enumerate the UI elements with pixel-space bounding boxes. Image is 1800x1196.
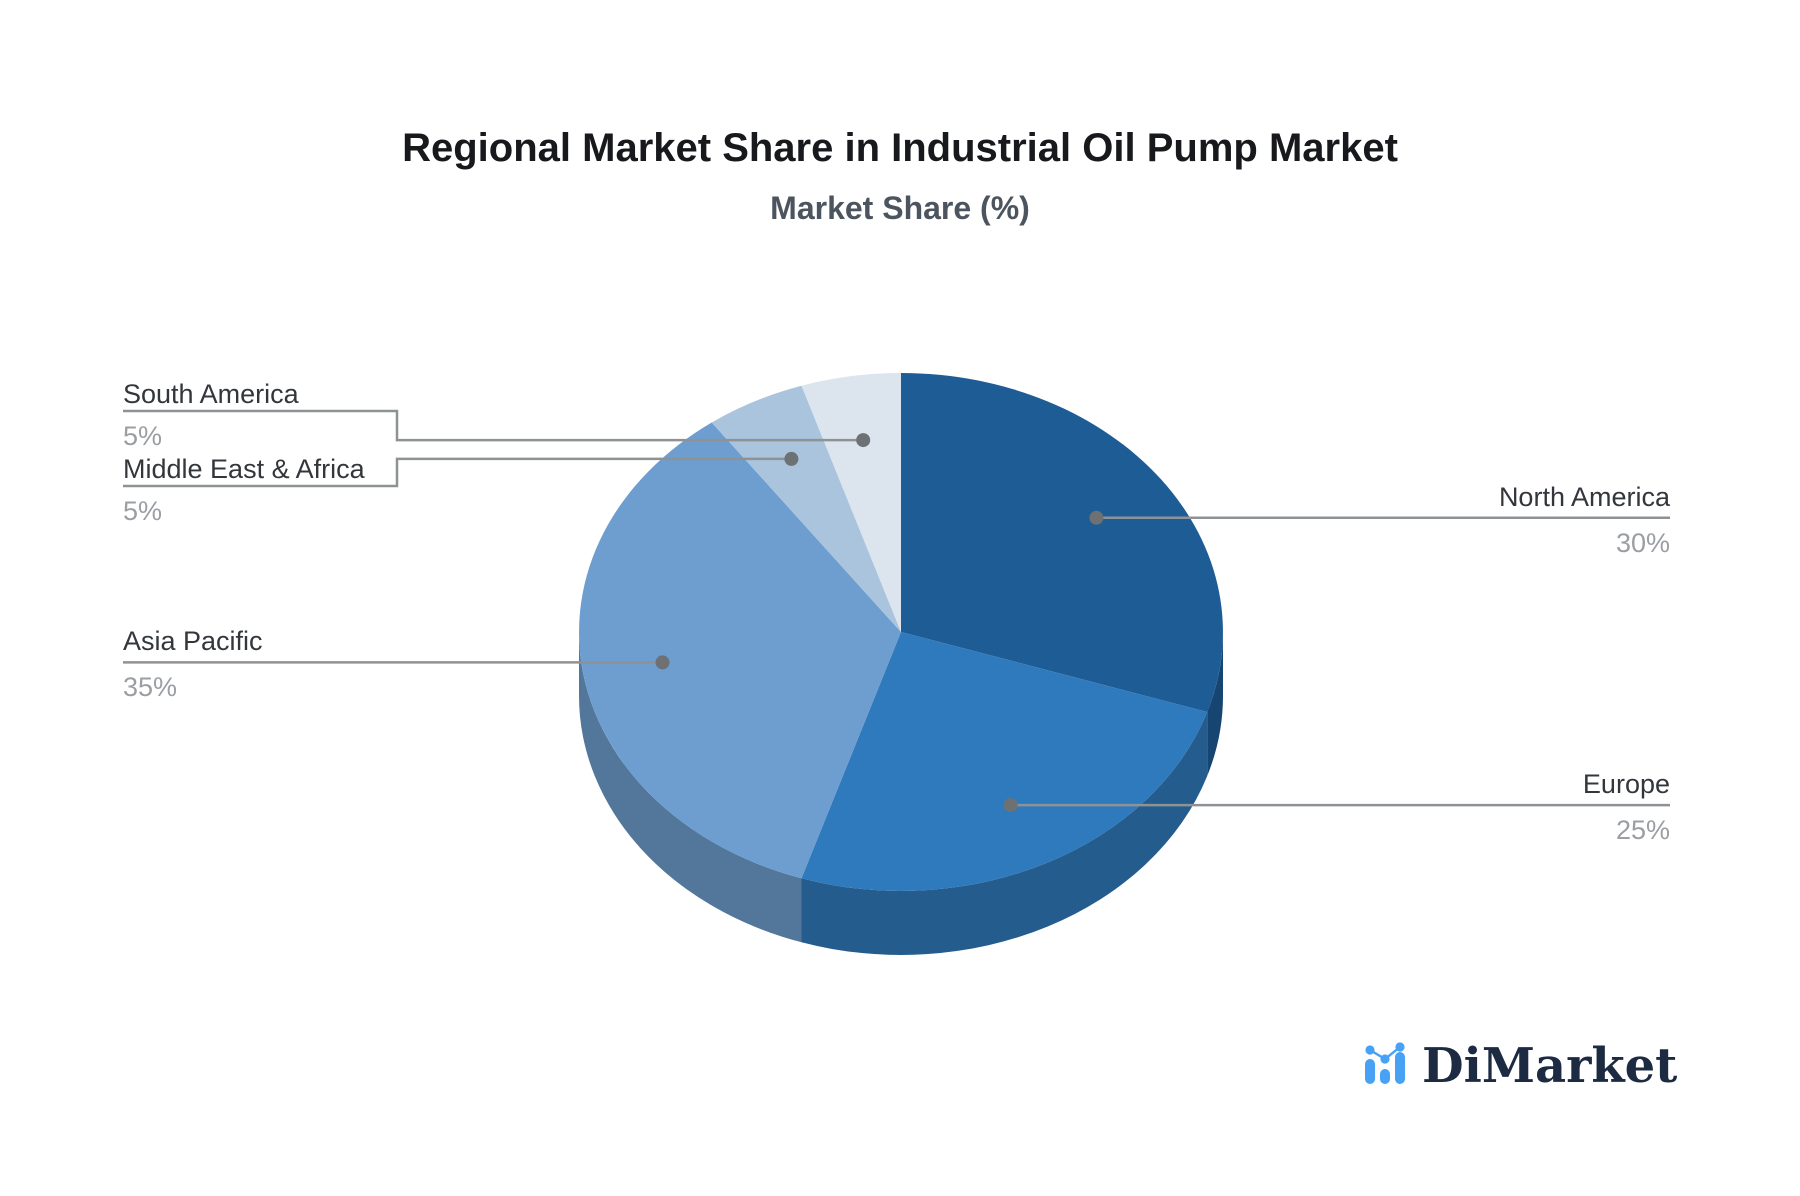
pie-slice-side-asia-pacific (579, 632, 802, 943)
pie-slice-asia-pacific[interactable] (579, 422, 901, 879)
slice-label-europe: Europe 25% (1583, 769, 1670, 845)
slice-name: Europe (1582, 769, 1670, 799)
slice-name: Middle East & Africa (123, 454, 365, 484)
slice-name: North America (1498, 482, 1670, 512)
slice-value: 5% (123, 496, 163, 526)
logo-chart-icon (1365, 1042, 1405, 1084)
slice-name: Asia Pacific (123, 626, 263, 656)
slice-value: 5% (123, 421, 163, 451)
chart-title: Regional Market Share in Industrial Oil … (402, 126, 1398, 170)
slice-label-south-america: South America 5% (123, 379, 299, 451)
leader-dot-europe (1003, 798, 1018, 813)
slice-value: 25% (1615, 815, 1670, 845)
leader-line-middle-east-africa (123, 457, 792, 488)
leader-dot-middle-east-africa (784, 451, 799, 466)
pie-slice-north-america[interactable] (901, 373, 1223, 712)
leader-dot-north-america (1089, 510, 1104, 525)
pie-slice-middle-east-africa[interactable] (711, 385, 901, 632)
logo-text: DiMarket (1422, 1037, 1678, 1094)
chart-subtitle: Market Share (%) (770, 190, 1030, 226)
slice-value: 35% (123, 672, 178, 702)
leader-dot-asia-pacific (655, 655, 670, 670)
pie-slice-europe[interactable] (801, 632, 1208, 891)
leader-dot-south-america (856, 433, 871, 448)
dimarket-logo: DiMarket (1363, 1037, 1678, 1094)
pie-slice-side-north-america (1207, 632, 1223, 776)
slice-label-north-america: North America 30% (1499, 482, 1670, 558)
slice-name: South America (123, 379, 299, 409)
leader-line-south-america (123, 409, 864, 442)
pie-slice-south-america[interactable] (801, 373, 902, 632)
slice-label-middle-east-africa: Middle East & Africa 5% (123, 454, 365, 526)
pie-slice-side-europe (801, 712, 1208, 955)
slice-value: 30% (1615, 528, 1670, 558)
slice-label-asia-pacific: Asia Pacific 35% (123, 626, 263, 702)
